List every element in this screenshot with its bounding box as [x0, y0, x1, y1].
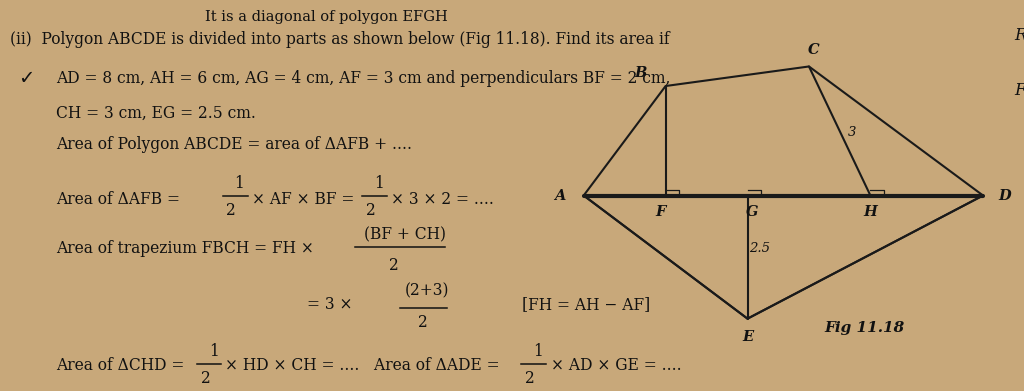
Text: Area of ΔAFB =: Area of ΔAFB = [56, 191, 180, 208]
Text: 2: 2 [226, 202, 237, 219]
Text: = 3 ×: = 3 × [307, 296, 352, 314]
Text: Fig 11.18: Fig 11.18 [824, 321, 904, 335]
Text: Area of Polygon ABCDE = area of ΔAFB + ....: Area of Polygon ABCDE = area of ΔAFB + .… [56, 136, 413, 153]
Text: CH = 3 cm, EG = 2.5 cm.: CH = 3 cm, EG = 2.5 cm. [56, 105, 256, 122]
Text: It is a diagonal of polygon EFGH: It is a diagonal of polygon EFGH [205, 10, 447, 24]
Text: × AD × GE = ....: × AD × GE = .... [551, 357, 682, 374]
Text: 2: 2 [389, 257, 399, 274]
Text: G: G [746, 205, 759, 219]
Text: (2+3): (2+3) [404, 283, 449, 300]
Text: (ii)  Polygon ABCDE is divided into parts as shown below (Fig 11.18). Find its a: (ii) Polygon ABCDE is divided into parts… [10, 30, 670, 48]
Text: 2: 2 [366, 202, 376, 219]
Text: Area of ΔCHD =: Area of ΔCHD = [56, 357, 184, 374]
Text: [FH = AH − AF]: [FH = AH − AF] [522, 296, 650, 314]
Text: C: C [808, 43, 820, 57]
Text: 1: 1 [234, 175, 245, 192]
Text: 2: 2 [525, 370, 536, 387]
Text: AD = 8 cm, AH = 6 cm, AG = 4 cm, AF = 3 cm and perpendiculars BF = 2 cm,: AD = 8 cm, AH = 6 cm, AG = 4 cm, AF = 3 … [56, 70, 671, 87]
Text: 1: 1 [534, 343, 544, 361]
Text: Area of trapezium FBCH = FH ×: Area of trapezium FBCH = FH × [56, 240, 314, 257]
Text: × AF × BF =: × AF × BF = [252, 191, 354, 208]
Text: (BF + CH): (BF + CH) [364, 226, 445, 243]
Text: F: F [1014, 82, 1024, 99]
Text: × 3 × 2 = ....: × 3 × 2 = .... [391, 191, 494, 208]
Text: × HD × CH = ....   Area of ΔADE =: × HD × CH = .... Area of ΔADE = [225, 357, 500, 374]
Text: E: E [742, 330, 753, 344]
Text: 2.5: 2.5 [750, 242, 770, 255]
Text: A: A [554, 188, 565, 203]
Text: 1: 1 [209, 343, 219, 361]
Text: D: D [998, 188, 1011, 203]
Text: 3: 3 [848, 126, 856, 140]
Text: F: F [655, 205, 666, 219]
Text: 2: 2 [418, 314, 428, 331]
Text: 2: 2 [201, 370, 211, 387]
Text: ✓: ✓ [18, 69, 35, 88]
Text: R: R [1014, 27, 1024, 44]
Text: 1: 1 [374, 175, 384, 192]
Text: B: B [635, 66, 647, 80]
Text: H: H [863, 205, 878, 219]
